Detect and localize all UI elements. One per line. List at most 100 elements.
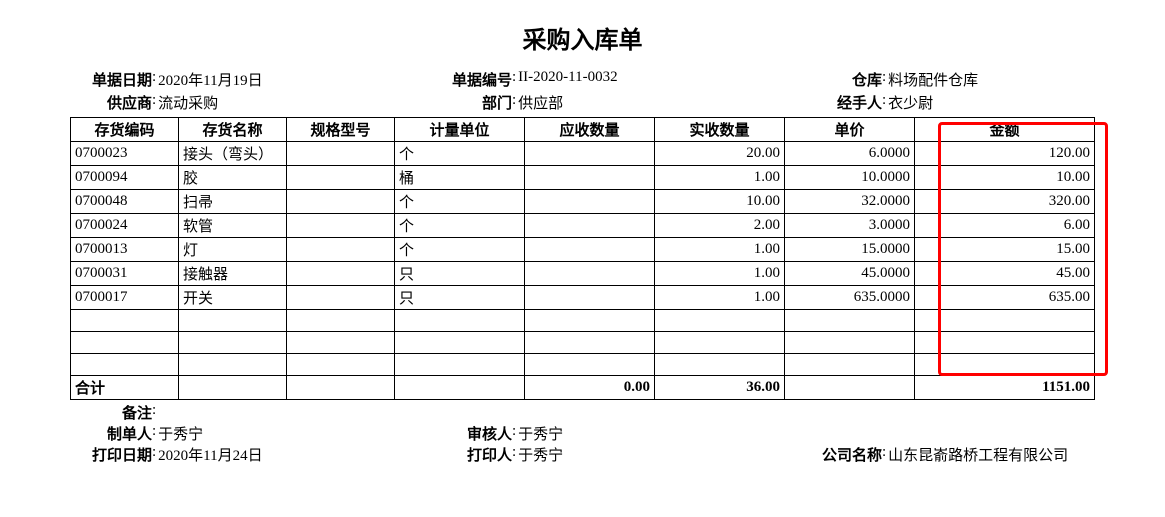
meta-label: 单据日期 [70,69,152,90]
col-amt: 金额 [915,118,1095,142]
meta-supplier: 供应商: 流动采购 [70,92,430,113]
cell-code: 0700013 [71,238,179,262]
table-row: 0700024软管个2.003.00006.00 [71,214,1095,238]
cell-recv [525,166,655,190]
cell-amount: 120.00 [915,142,1095,166]
totals-act: 36.00 [655,376,785,400]
cell-name: 胶 [179,166,287,190]
cell-unit: 个 [395,238,525,262]
table-row: 0700013灯 个 1.0015.000015.00 [71,238,1095,262]
meta-handler: 经手人: 衣少尉 [800,92,1095,113]
cell-code: 0700094 [71,166,179,190]
cell-spec [287,286,395,310]
cell-amount: 6.00 [915,214,1095,238]
cell-name: 接触器 [179,262,287,286]
doc-title: 采购入库单 [70,20,1095,55]
cell-price: 635.0000 [785,286,915,310]
cell-act: 10.00 [655,190,785,214]
cell-name: 开关 [179,286,287,310]
items-table: 存货编码 存货名称 规格型号 计量单位 应收数量 实收数量 单价 金额 0700… [70,117,1095,400]
meta-dept: 部门: 供应部 [430,92,800,113]
cell-amount: 15.00 [915,238,1095,262]
footer-row-2: 制单人: 于秀宁 审核人: 于秀宁 [70,423,1095,444]
cell-name: 接头（弯头） [179,142,287,166]
totals-label: 合计 [71,376,179,400]
meta-value: 供应部 [518,92,563,113]
document: 采购入库单 单据日期: 2020年11月19日 单据编号: II-2020-11… [70,20,1095,465]
table-body: 0700023接头（弯头）个20.006.0000120.000700094胶 桶… [71,142,1095,376]
meta-label: 仓库 [800,69,882,90]
cell-act: 2.00 [655,214,785,238]
cell-act: 1.00 [655,262,785,286]
col-price: 单价 [785,118,915,142]
cell-price: 3.0000 [785,214,915,238]
cell-act: 20.00 [655,142,785,166]
cell-spec [287,166,395,190]
cell-code: 0700024 [71,214,179,238]
cell-act: 1.00 [655,238,785,262]
meta-label: 经手人 [800,92,882,113]
table-row-empty [71,354,1095,376]
cell-price: 10.0000 [785,166,915,190]
cell-price: 45.0000 [785,262,915,286]
meta-value: 衣少尉 [888,92,933,113]
meta-label: 部门 [430,92,512,113]
cell-unit: 只 [395,286,525,310]
cell-act: 1.00 [655,286,785,310]
col-act: 实收数量 [655,118,785,142]
cell-amount: 10.00 [915,166,1095,190]
cell-unit: 个 [395,190,525,214]
meta-value: 料场配件仓库 [888,69,978,90]
remark-label: 备注 [70,402,152,423]
cell-name: 扫帚 [179,190,287,214]
meta-date: 单据日期: 2020年11月19日 [70,69,430,90]
footer-maker: 制单人: 于秀宁 [70,423,430,444]
cell-recv [525,214,655,238]
cell-code: 0700023 [71,142,179,166]
cell-recv [525,262,655,286]
cell-recv [525,142,655,166]
cell-spec [287,190,395,214]
meta-label: 单据编号 [430,69,512,90]
table-row: 0700031接触器 只 1.0045.000045.00 [71,262,1095,286]
cell-name: 灯 [179,238,287,262]
totals-row: 合计 0.00 36.00 1151.00 [71,376,1095,400]
table-row: 0700017开关 只 1.00635.0000635.00 [71,286,1095,310]
table-row: 0700023接头（弯头）个20.006.0000120.00 [71,142,1095,166]
table-row-empty [71,332,1095,354]
cell-amount: 635.00 [915,286,1095,310]
cell-unit: 只 [395,262,525,286]
meta-value: II-2020-11-0032 [518,69,617,90]
col-recv: 应收数量 [525,118,655,142]
cell-amount: 320.00 [915,190,1095,214]
meta-docno: 单据编号: II-2020-11-0032 [430,69,800,90]
totals-recv: 0.00 [525,376,655,400]
table-row: 0700094胶 桶 1.0010.000010.00 [71,166,1095,190]
footer-reviewer: 审核人: 于秀宁 [430,423,800,444]
cell-unit: 桶 [395,166,525,190]
cell-amount: 45.00 [915,262,1095,286]
cell-code: 0700017 [71,286,179,310]
meta-label: 供应商 [70,92,152,113]
footer-printdate: 打印日期: 2020年11月24日 [70,444,430,465]
footer-printer: 打印人: 于秀宁 [430,444,800,465]
cell-spec [287,214,395,238]
cell-spec [287,262,395,286]
table-row: 0700048扫帚个10.0032.0000320.00 [71,190,1095,214]
cell-recv [525,286,655,310]
cell-spec [287,142,395,166]
meta-row-1: 单据日期: 2020年11月19日 单据编号: II-2020-11-0032 … [70,69,1095,90]
cell-code: 0700031 [71,262,179,286]
cell-act: 1.00 [655,166,785,190]
footer: 备注: 制单人: 于秀宁 审核人: 于秀宁 打印日期: 2020年11月24日 … [70,402,1095,465]
cell-recv [525,190,655,214]
footer-row-3: 打印日期: 2020年11月24日 打印人: 于秀宁 公司名称: 山东昆嵛路桥工… [70,444,1095,465]
meta-value: 流动采购 [158,92,218,113]
col-unit: 计量单位 [395,118,525,142]
cell-spec [287,238,395,262]
cell-price: 15.0000 [785,238,915,262]
meta-value: 2020年11月19日 [158,69,262,90]
cell-price: 32.0000 [785,190,915,214]
footer-remark: 备注: [70,402,1095,423]
table-row-empty [71,310,1095,332]
